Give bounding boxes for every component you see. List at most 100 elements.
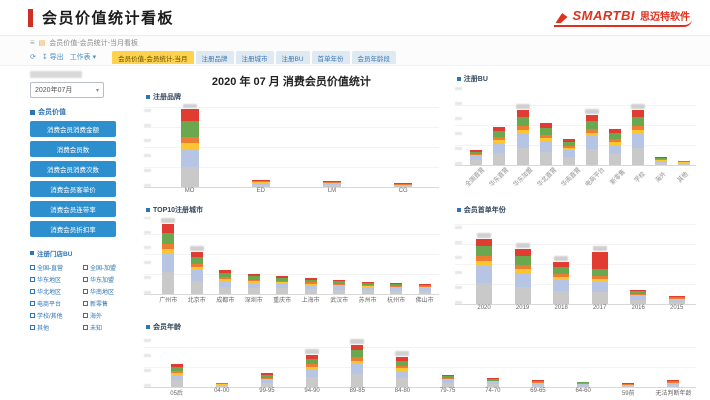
bar-column[interactable] [557,86,580,165]
filter-checkbox-item[interactable]: 华北地区 [30,287,81,296]
bar-segment [667,383,680,385]
checkbox-icon[interactable] [83,313,88,318]
checkbox-icon[interactable] [30,301,35,306]
bar-column[interactable] [290,334,335,387]
bar-column[interactable] [154,334,199,387]
redacted-data-label [554,256,569,261]
filter-checkbox-item[interactable]: 华东加盟 [83,275,134,284]
folder-icon: ▤ [38,39,46,47]
bar-column[interactable] [511,86,534,165]
checkbox-icon[interactable] [83,265,88,270]
filter-checkbox-item[interactable]: 学校/其他 [30,311,81,320]
toolbar-tab[interactable]: 首单年份 [311,50,350,64]
bar-column[interactable] [410,217,438,294]
filter-checkbox-item[interactable]: 电商平台 [30,299,81,308]
refresh-button[interactable]: ⟳ [30,54,36,61]
bar-column[interactable] [657,217,696,304]
bar-column[interactable] [296,104,367,187]
bar-column[interactable] [515,334,560,387]
chart-member-age: 05后 04-00 99-95 94-90 89-85 84-80 79-75 74-70 69… [144,334,696,397]
bar-column[interactable] [470,334,515,387]
filter-checkbox-item[interactable]: 新零售 [83,299,134,308]
filter-checkbox-item[interactable]: 其他 [30,323,81,332]
metric-button[interactable]: 消费会员连带率 [30,201,116,217]
bar-column[interactable] [673,86,696,165]
bar-column[interactable] [606,334,651,387]
metric-section-text: 会员价值 [38,109,66,116]
bar-column[interactable] [604,86,627,165]
bar-column[interactable] [627,86,650,165]
metric-button[interactable]: 消费会员折扣率 [30,221,116,237]
menu-icon[interactable]: ≡ [30,38,35,47]
filter-checkbox-item[interactable]: 全国-直营 [30,263,81,272]
bar-column[interactable] [325,217,353,294]
worksheet-dropdown[interactable]: 工作表 ▾ [69,54,97,61]
bar-column[interactable] [580,217,619,304]
filter-checkbox-item[interactable]: 华东地区 [30,275,81,284]
export-button[interactable]: ↧ 导出 [41,54,64,61]
bar-column[interactable] [211,217,239,294]
bar-column[interactable] [503,217,542,304]
metric-button[interactable]: 消费会员消费次数 [30,161,116,177]
checkbox-icon[interactable] [83,325,88,330]
bar-segment [162,249,175,254]
checkbox-icon[interactable] [83,277,88,282]
toolbar-tab[interactable]: 注册城市 [235,50,274,64]
bar-column[interactable] [239,217,267,294]
bar-segment [247,276,260,280]
metric-button[interactable]: 消费会员客单价 [30,181,116,197]
checkbox-icon[interactable] [30,265,35,270]
metric-button-list: 消费会员消费金额 消费会员数消费会员消费次数 消费会员客单价 消费会员连带率 消费会员折… [30,121,134,237]
bar-segment [215,384,228,386]
bar-segment [585,136,598,149]
filter-checkbox-item[interactable]: 全国-加盟 [83,263,134,272]
bar-column[interactable] [619,217,658,304]
checkbox-icon[interactable] [83,301,88,306]
bar-column[interactable] [488,86,511,165]
bar-column[interactable] [651,334,696,387]
bar-column[interactable] [368,104,439,187]
bar-column[interactable] [154,217,182,294]
bar-column[interactable] [296,217,324,294]
bar-segment [276,280,289,282]
bar-column[interactable] [534,86,557,165]
bar-column[interactable] [154,104,225,187]
metric-button[interactable]: 消费会员消费金额 [30,121,116,137]
bar-segment [441,383,454,387]
metric-button[interactable]: 消费会员数 [30,141,116,157]
bar-segment [418,284,431,287]
bar-column[interactable] [353,217,381,294]
bar-segment [180,109,199,121]
bar-column[interactable] [542,217,581,304]
filter-checkbox-item[interactable]: 华南地区 [83,287,134,296]
bar-column[interactable] [580,86,603,165]
toolbar-tab[interactable]: 注册BU [275,50,310,64]
bar-column[interactable] [244,334,289,387]
bar-column[interactable] [465,86,488,165]
checkbox-icon[interactable] [83,289,88,294]
toolbar-tab[interactable]: 会员价值-会员统计-当月 [112,50,194,64]
checkbox-icon[interactable] [30,289,35,294]
filter-checkbox-item[interactable]: 海外 [83,311,134,320]
bar-segment [562,157,575,165]
bar-column[interactable] [380,334,425,387]
month-picker[interactable]: 2020年07月 ▾ [30,82,104,98]
bar-column[interactable] [561,334,606,387]
bar-column[interactable] [382,217,410,294]
bar-column[interactable] [335,334,380,387]
bar-segment [562,139,575,142]
bar-column[interactable] [650,86,673,165]
bar-column[interactable] [425,334,470,387]
bar-segment [655,162,668,165]
toolbar-tab[interactable]: 注册品牌 [195,50,234,64]
bar-column[interactable] [225,104,296,187]
bar-column[interactable] [199,334,244,387]
filter-checkbox-item[interactable]: 未知 [83,323,134,332]
bar-column[interactable] [465,217,504,304]
checkbox-icon[interactable] [30,313,35,318]
bar-column[interactable] [182,217,210,294]
checkbox-icon[interactable] [30,325,35,330]
checkbox-icon[interactable] [30,277,35,282]
toolbar-tab[interactable]: 会员年龄段 [351,50,397,64]
bar-column[interactable] [268,217,296,294]
